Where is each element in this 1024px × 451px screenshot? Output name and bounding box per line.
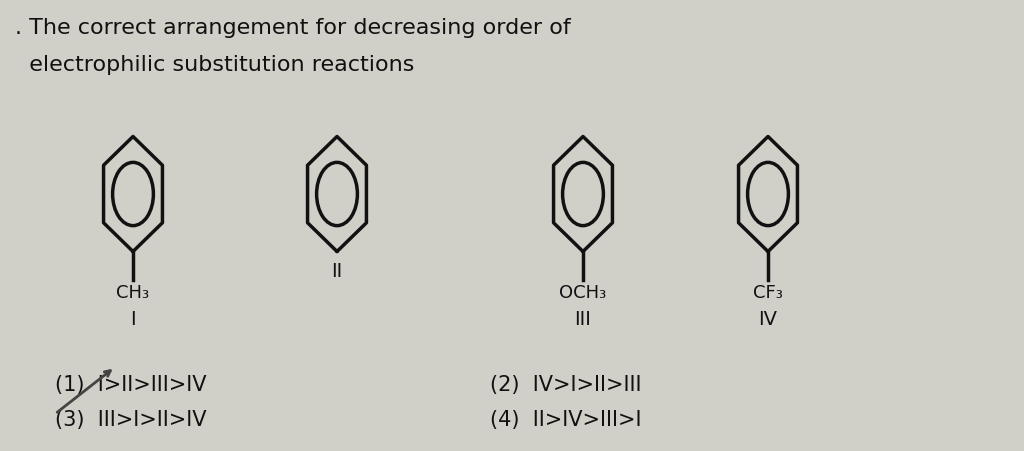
Text: (1)  I>II>III>IV: (1) I>II>III>IV <box>55 374 207 394</box>
Text: OCH₃: OCH₃ <box>559 284 606 302</box>
Text: electrophilic substitution reactions: electrophilic substitution reactions <box>15 55 415 75</box>
Text: (2)  IV>I>II>III: (2) IV>I>II>III <box>490 374 641 394</box>
Text: CH₃: CH₃ <box>117 284 150 302</box>
Text: . The correct arrangement for decreasing order of: . The correct arrangement for decreasing… <box>15 18 570 38</box>
Text: I: I <box>130 310 136 329</box>
Text: IV: IV <box>759 310 777 329</box>
Text: (4)  II>IV>III>I: (4) II>IV>III>I <box>490 409 641 429</box>
Text: II: II <box>332 262 343 281</box>
Text: CF₃: CF₃ <box>753 284 783 302</box>
Text: (3)  III>I>II>IV: (3) III>I>II>IV <box>55 409 207 429</box>
Text: III: III <box>574 310 592 329</box>
